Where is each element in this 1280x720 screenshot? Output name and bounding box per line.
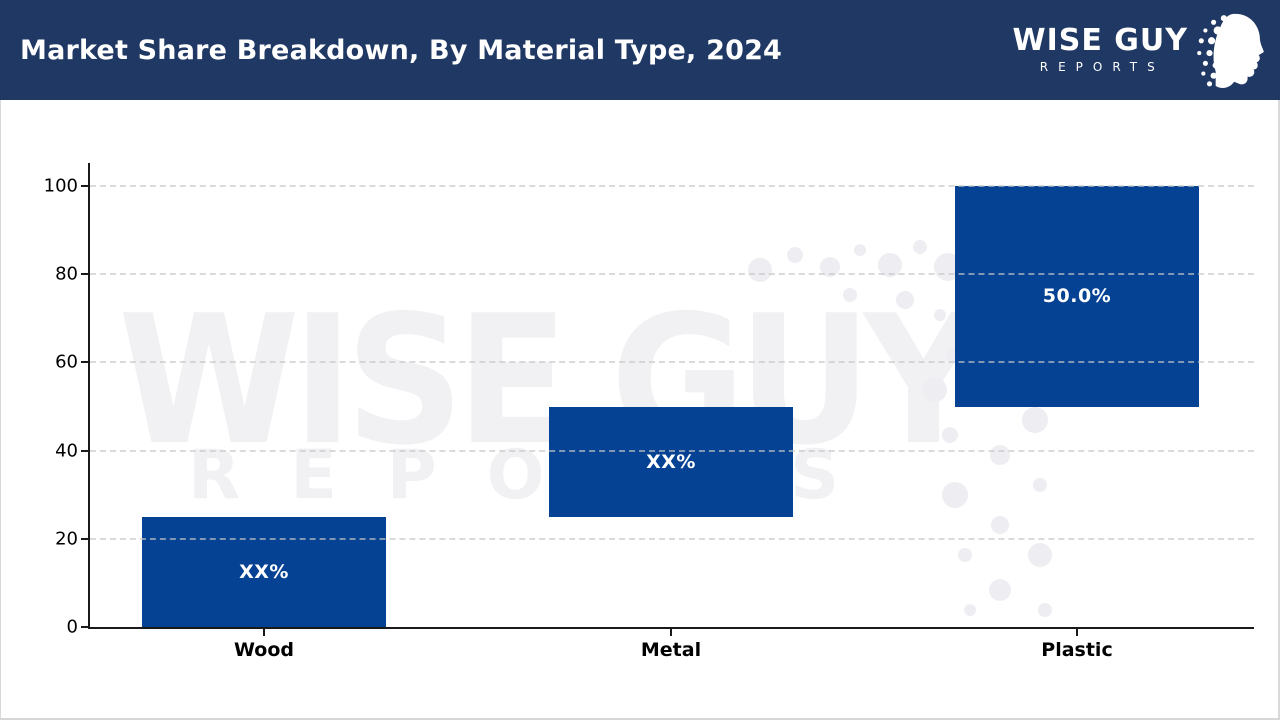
x-category-label: Wood	[234, 639, 294, 661]
page-border-right	[1278, 100, 1280, 720]
bar-value-label: XX%	[646, 450, 696, 473]
y-tick-mark	[81, 185, 89, 187]
bar-plastic: 50.0%	[955, 186, 1199, 407]
x-tick-mark	[1076, 629, 1078, 636]
y-axis-spine	[88, 163, 90, 629]
brand-logo: WISE GUY REPORTS	[1012, 10, 1266, 90]
y-tick-label: 100	[43, 175, 78, 197]
x-category-label: Plastic	[1041, 639, 1113, 661]
y-tick-mark	[81, 361, 89, 364]
y-tick-label: 0	[66, 616, 78, 638]
x-tick-mark	[670, 629, 672, 636]
gridline	[90, 185, 1254, 187]
y-tick-label: 40	[55, 440, 78, 462]
bar-metal: XX%	[549, 406, 793, 517]
logo-wordmark: WISE GUY REPORTS	[1012, 23, 1188, 75]
bar-value-label: 50.0%	[1042, 285, 1112, 308]
gridline	[90, 537, 1254, 540]
y-tick-mark	[81, 449, 89, 452]
y-tick-mark	[81, 626, 89, 628]
bar-wood: XX%	[142, 516, 386, 627]
chart-title: Market Share Breakdown, By Material Type…	[20, 34, 783, 66]
gridline	[90, 449, 1254, 452]
x-axis-spine	[88, 627, 1254, 629]
page-border-left	[0, 100, 1, 720]
x-category-label: Metal	[640, 639, 702, 661]
logo-face-icon	[1197, 13, 1264, 89]
page-border-bottom	[0, 718, 1280, 720]
x-tick-mark	[263, 629, 265, 636]
y-tick-mark	[81, 273, 89, 276]
y-tick-label: 60	[55, 351, 78, 373]
gridline	[90, 273, 1254, 276]
y-tick-label: 80	[55, 263, 78, 285]
header-bar: Market Share Breakdown, By Material Type…	[0, 0, 1280, 100]
y-tick-label: 20	[55, 528, 78, 550]
y-tick-mark	[81, 537, 89, 540]
logo-name: WISE GUY	[1012, 23, 1188, 58]
logo-subname: REPORTS	[1039, 60, 1165, 74]
bar-value-label: XX%	[239, 560, 289, 583]
gridline	[90, 361, 1254, 364]
